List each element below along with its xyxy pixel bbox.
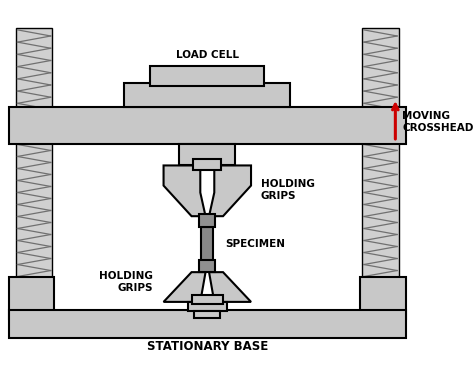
Text: HOLDING
GRIPS: HOLDING GRIPS [261,179,315,201]
Bar [362,28,399,111]
Bar [200,215,215,227]
Text: STATIONARY BASE: STATIONARY BASE [146,340,268,353]
Bar [200,260,215,272]
Bar [191,295,223,304]
Bar [360,277,406,319]
Bar [9,310,406,338]
Polygon shape [209,166,251,216]
Bar [188,302,227,311]
Text: SPECIMEN: SPECIMEN [226,239,286,249]
Bar [179,144,235,166]
Polygon shape [209,272,251,302]
Bar [150,66,264,86]
Bar [362,143,399,278]
Bar [193,159,221,170]
Text: LOAD CELL: LOAD CELL [176,50,239,61]
Bar [194,311,220,318]
Bar [9,277,54,319]
Bar [16,28,53,111]
Bar [16,143,53,278]
Bar [124,83,291,107]
Bar [201,227,213,262]
Polygon shape [164,272,206,302]
Text: MOVING
CROSSHEAD: MOVING CROSSHEAD [402,111,474,133]
Bar [9,107,406,144]
Text: HOLDING
GRIPS: HOLDING GRIPS [99,271,153,293]
Polygon shape [164,166,206,216]
